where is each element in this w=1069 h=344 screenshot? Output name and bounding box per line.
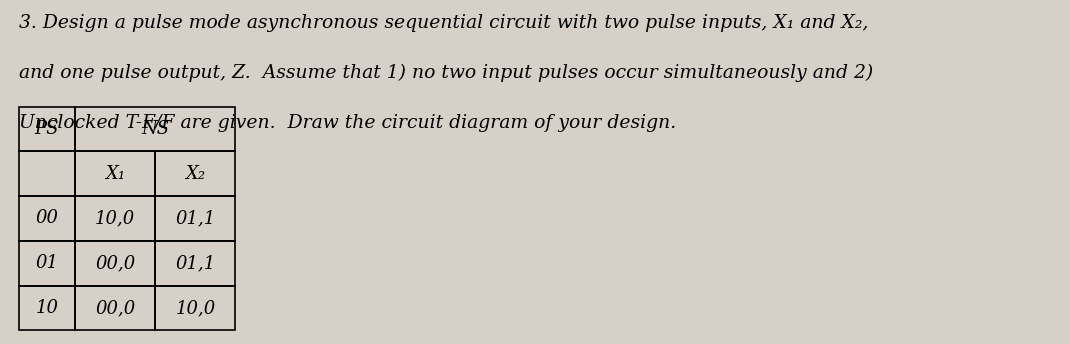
Bar [75, 151, 155, 196]
Bar [75, 196, 155, 241]
Text: PS: PS [34, 120, 59, 138]
Bar [155, 286, 235, 330]
Text: 01,1: 01,1 [175, 209, 216, 227]
Text: 10: 10 [35, 299, 59, 317]
Text: 01: 01 [35, 254, 59, 272]
Text: and one pulse output, Z.  Assume that 1) no two input pulses occur simultaneousl: and one pulse output, Z. Assume that 1) … [18, 64, 872, 82]
Text: 01,1: 01,1 [175, 254, 216, 272]
Text: X₂: X₂ [185, 165, 205, 183]
Bar [18, 151, 75, 196]
Text: 10,0: 10,0 [95, 209, 136, 227]
Bar [18, 241, 75, 286]
Text: 00,0: 00,0 [95, 299, 136, 317]
Text: X₁: X₁ [105, 165, 125, 183]
Bar [155, 241, 235, 286]
Bar [18, 286, 75, 330]
Bar [155, 151, 235, 196]
Bar [18, 107, 75, 151]
Bar [75, 241, 155, 286]
Text: 00: 00 [35, 209, 59, 227]
Bar [75, 107, 235, 151]
Text: 3. Design a pulse mode asynchronous sequential circuit with two pulse inputs, X₁: 3. Design a pulse mode asynchronous sequ… [18, 14, 868, 32]
Bar [75, 286, 155, 330]
Text: 10,0: 10,0 [175, 299, 216, 317]
Text: NS: NS [141, 120, 169, 138]
Text: 00,0: 00,0 [95, 254, 136, 272]
Bar [18, 196, 75, 241]
Text: Unclocked T-F/F are given.  Draw the circuit diagram of your design.: Unclocked T-F/F are given. Draw the circ… [18, 114, 676, 131]
Bar [155, 196, 235, 241]
